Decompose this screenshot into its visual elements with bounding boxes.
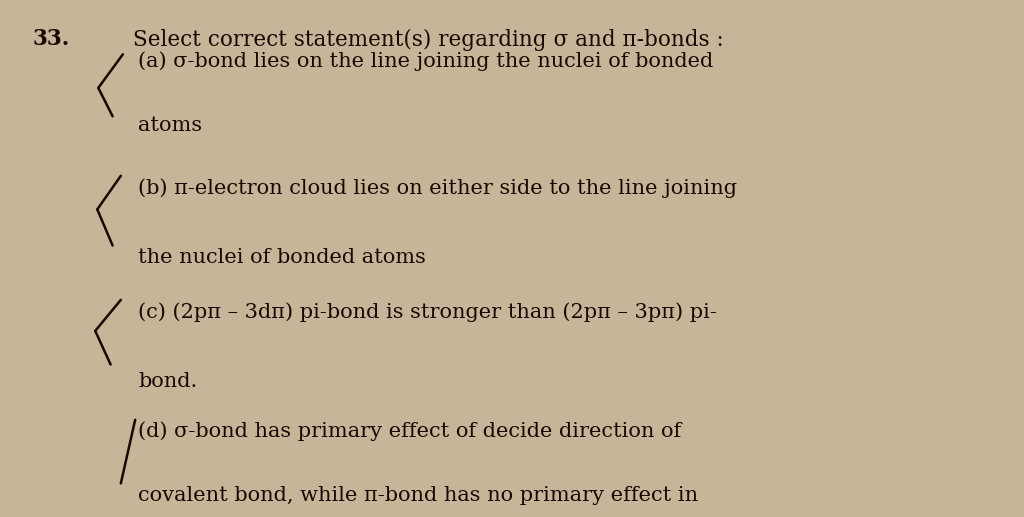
Text: (a) σ-bond lies on the line joining the nuclei of bonded: (a) σ-bond lies on the line joining the … xyxy=(138,52,714,71)
Text: (c) (2pπ – 3dπ) pi-bond is stronger than (2pπ – 3pπ) pi-: (c) (2pπ – 3dπ) pi-bond is stronger than… xyxy=(138,302,717,322)
Text: bond.: bond. xyxy=(138,372,198,391)
Text: 33.: 33. xyxy=(33,28,70,51)
Text: atoms: atoms xyxy=(138,116,203,135)
Text: covalent bond, while π-bond has no primary effect in: covalent bond, while π-bond has no prima… xyxy=(138,486,698,505)
Text: (b) π-electron cloud lies on either side to the line joining: (b) π-electron cloud lies on either side… xyxy=(138,178,737,198)
Text: the nuclei of bonded atoms: the nuclei of bonded atoms xyxy=(138,248,426,267)
Text: (d) σ-bond has primary effect of decide direction of: (d) σ-bond has primary effect of decide … xyxy=(138,421,682,441)
Text: Select correct statement(s) regarding σ and π-bonds :: Select correct statement(s) regarding σ … xyxy=(133,28,724,51)
